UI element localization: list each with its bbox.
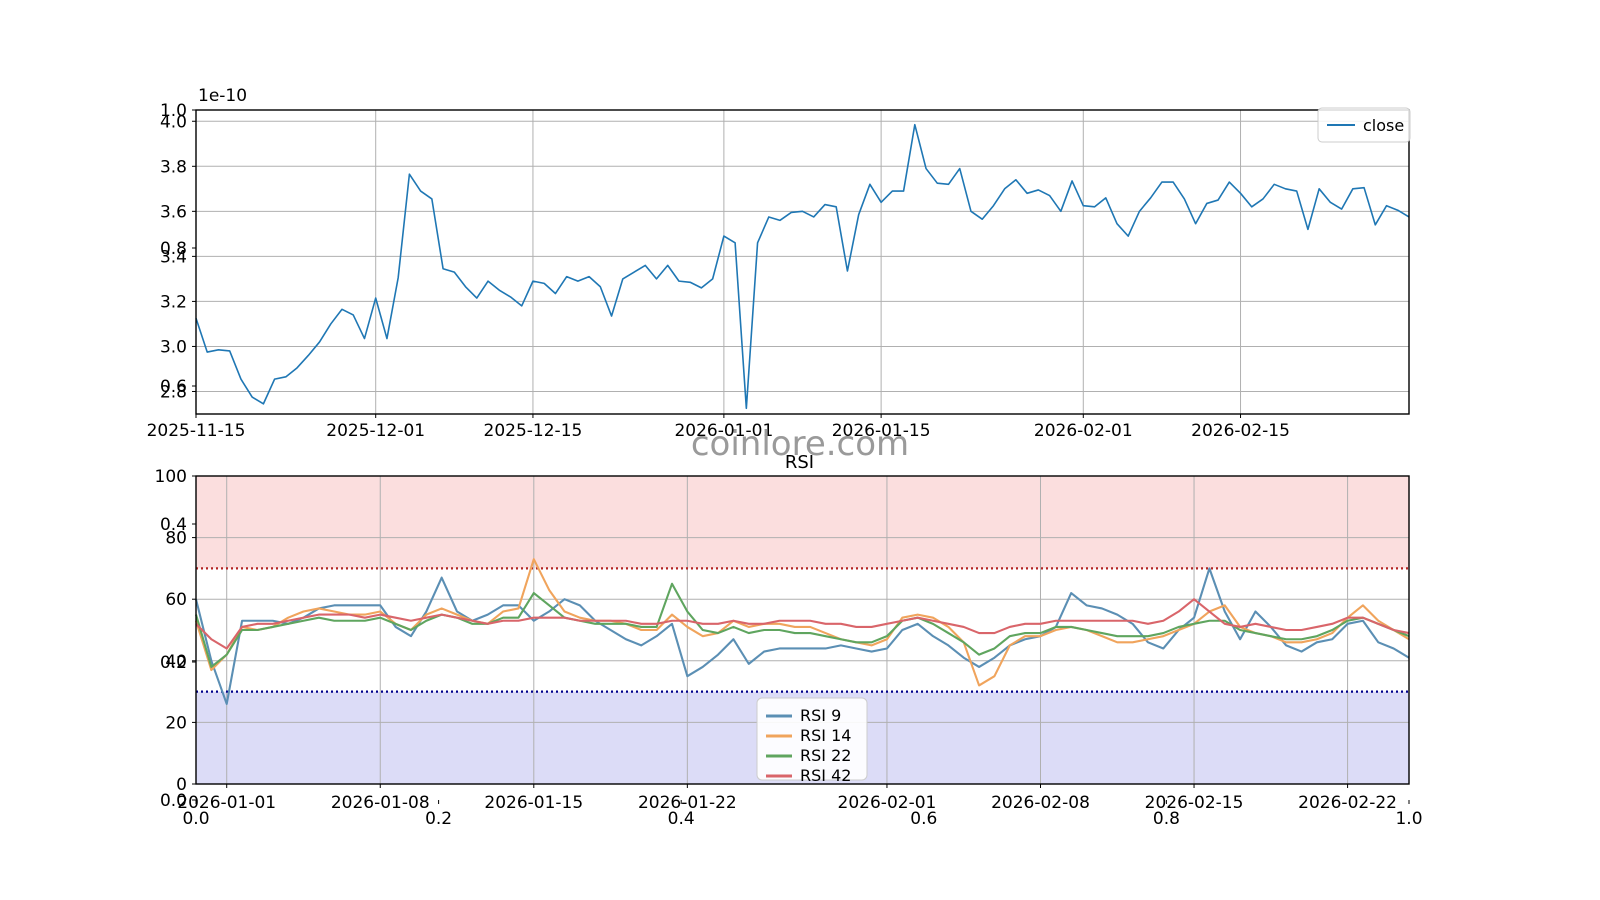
- price-ytick-label: 3.0: [160, 337, 187, 357]
- price-ytick-label: 3.8: [160, 157, 187, 177]
- rsi-panel: 0 20 40 60 80 100 2026-01-01 2026-01-08 2026-01-…: [155, 452, 1410, 813]
- rsi-legend-box: [756, 697, 868, 781]
- rsi-line-rsi-22: [194, 582, 1410, 669]
- rsi-line-rsi-9: [194, 567, 1410, 705]
- rsi-legend-label-rsi-22: RSI 22: [800, 746, 851, 765]
- stray-xtick-label: 1.0: [1395, 809, 1422, 829]
- price-axes-border: [195, 109, 1410, 415]
- stray-ytick-label: 0.4: [160, 515, 187, 535]
- stray-ytick-label: 0.8: [160, 239, 187, 259]
- close-line: [195, 123, 1410, 410]
- stray-default-axes: 1.0 0.8 0.6 0.4 0.2 0.00.0 0.2 0.4 0.6 0.8 1.0: [160, 101, 1423, 829]
- price-xtick-label: 2025-12-15: [484, 421, 583, 441]
- price-legend-box: [1317, 107, 1411, 143]
- rsi-ytick-label: 20: [165, 713, 187, 733]
- rsi-ytick-label: 60: [165, 590, 187, 610]
- watermark-text: coinlore.com: [691, 424, 909, 464]
- rsi-line-rsi-42: [195, 598, 1410, 650]
- price-xtick-label: 2026-01-01: [674, 421, 773, 441]
- stray-xtick-label: 0.8: [1153, 809, 1180, 829]
- rsi-xtick-label: 2026-01-22: [638, 793, 737, 813]
- price-ytick-label: 3.4: [160, 247, 187, 267]
- stray-xtick-label: 0.4: [668, 809, 695, 829]
- rsi-xtick-label: 2026-01-15: [484, 793, 583, 813]
- rsi-xtick-label: 2026-01-08: [331, 793, 430, 813]
- price-ytick-label: 3.6: [160, 202, 187, 222]
- price-legend-label-close: close: [1363, 116, 1404, 135]
- price-xtick-label: 2026-02-01: [1034, 421, 1133, 441]
- rsi-ytick-label: 80: [165, 529, 187, 549]
- stray-ytick-label: 0.6: [160, 377, 187, 397]
- rsi-xtick-label: 2026-02-22: [1298, 793, 1397, 813]
- price-panel: 4.0 3.8 3.6 3.4 3.2 3.0 2.8 2025-11-15 2025-12-0…: [147, 86, 1411, 441]
- price-yaxis-offset-label: 1e-10: [198, 86, 247, 106]
- rsi-title: RSI: [785, 452, 814, 473]
- rsi-legend-label-rsi-9: RSI 9: [800, 706, 841, 725]
- stray-ytick-label: 0.2: [160, 653, 187, 673]
- price-xtick-label: 2025-11-15: [147, 421, 246, 441]
- price-xtick-label: 2025-12-01: [326, 421, 425, 441]
- price-xtick-label: 2026-01-15: [832, 421, 931, 441]
- rsi-ytick-label: 100: [155, 467, 187, 487]
- stray-xtick-label: 0.0: [182, 809, 209, 829]
- price-ytick-label: 4.0: [160, 112, 187, 132]
- stray-xtick-label: 0.2: [425, 809, 452, 829]
- rsi-axes-border: [195, 475, 1410, 785]
- rsi-xtick-label: 2026-02-15: [1145, 793, 1244, 813]
- stray-xtick-label: 0.6: [910, 809, 937, 829]
- stray-ytick-label: 0.0: [160, 791, 187, 811]
- rsi-ytick-label: 40: [165, 652, 187, 672]
- rsi-ytick-label: 0: [176, 775, 187, 795]
- rsi-legend-label-rsi-42: RSI 42: [800, 766, 851, 785]
- rsi-xtick-label: 2026-02-08: [991, 793, 1090, 813]
- price-ytick-label: 3.2: [160, 292, 187, 312]
- price-legend[interactable]: close: [1317, 107, 1411, 143]
- rsi-legend-label-rsi-14: RSI 14: [800, 726, 851, 745]
- rsi-xtick-label: 2026-02-01: [838, 793, 937, 813]
- stray-ytick-label: 1.0: [160, 101, 187, 121]
- price-xtick-label: 2026-02-15: [1191, 421, 1290, 441]
- rsi-xtick-label: 2026-01-01: [177, 793, 276, 813]
- rsi-band: [196, 476, 1409, 569]
- price-ytick-label: 2.8: [160, 382, 187, 402]
- price-plot-bg: [196, 110, 1409, 414]
